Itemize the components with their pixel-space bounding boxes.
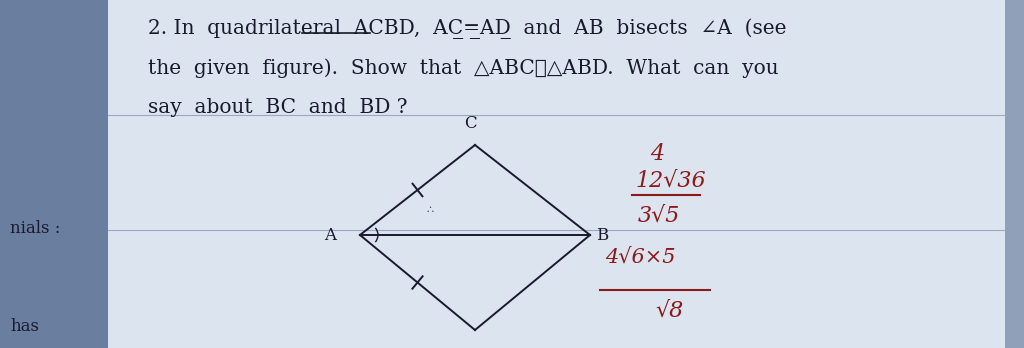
Text: 4√6×5: 4√6×5 — [605, 248, 676, 267]
Text: A: A — [324, 227, 336, 244]
Text: B: B — [596, 227, 608, 244]
Text: 4: 4 — [650, 143, 665, 165]
Bar — [108, 0, 1005, 348]
Text: has: has — [10, 318, 39, 335]
Text: 3√5: 3√5 — [638, 205, 680, 227]
Text: ∴: ∴ — [426, 205, 433, 215]
Text: say  about  BC  and  BD ?: say about BC and BD ? — [148, 98, 408, 117]
Text: nials :: nials : — [10, 220, 60, 237]
Text: C: C — [464, 115, 476, 132]
Bar — [1005, 0, 1024, 348]
Text: 12√36: 12√36 — [635, 170, 706, 192]
Text: 2. In  quadrilateral  ACBD,  AC̲=̲AD̲  and  AB  bisects  ∠A  (see: 2. In quadrilateral ACBD, AC̲=̲AD̲ and A… — [148, 18, 786, 39]
Text: √8: √8 — [655, 300, 683, 322]
Bar — [0, 0, 108, 348]
Text: the  given  figure).  Show  that  △ABC≅△ABD.  What  can  you: the given figure). Show that △ABC≅△ABD. … — [148, 58, 778, 78]
